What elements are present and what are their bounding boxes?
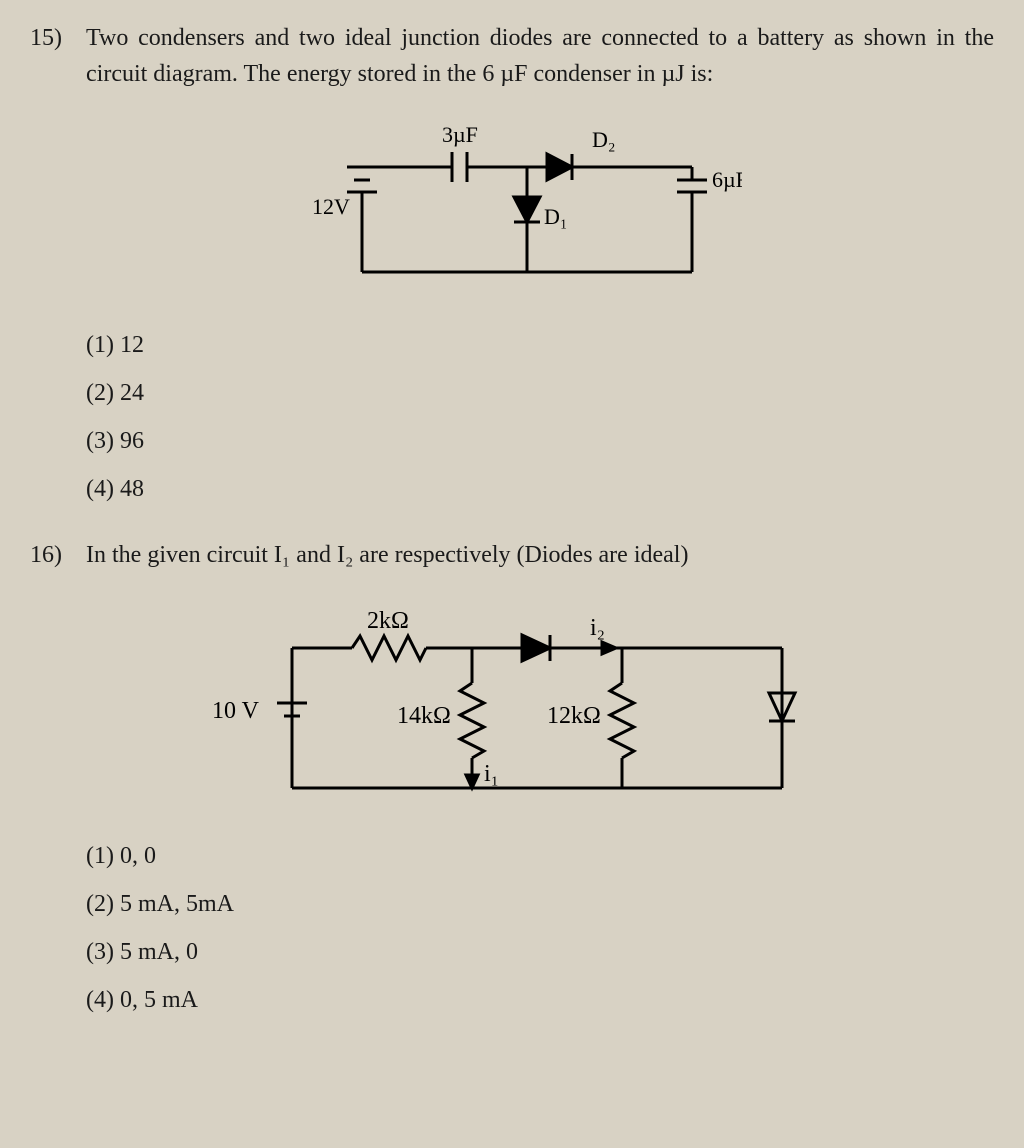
- d2-label: D₂: [592, 127, 616, 152]
- option-1: (1) 12: [86, 327, 994, 363]
- d1-label: D₁: [544, 204, 568, 229]
- option-4: (4) 48: [86, 471, 994, 507]
- question-header: 16) In the given circuit I₁ and I₂ are r…: [30, 537, 994, 573]
- option-1: (1) 0, 0: [86, 838, 994, 874]
- circuit-diagram-q15: 12V 3µF D₂ D₁ 6: [30, 112, 994, 312]
- r1-label: 2kΩ: [367, 608, 409, 634]
- question-text: Two condensers and two ideal junction di…: [86, 20, 994, 92]
- c2-label: 6µF: [712, 167, 742, 192]
- option-2: (2) 5 mA, 5mA: [86, 886, 994, 922]
- i2-label: i₂: [590, 615, 605, 641]
- question-number: 16): [30, 537, 78, 573]
- option-4: (4) 0, 5 mA: [86, 982, 994, 1018]
- question-text: In the given circuit I₁ and I₂ are respe…: [86, 537, 994, 573]
- option-3: (3) 96: [86, 423, 994, 459]
- question-header: 15) Two condensers and two ideal junctio…: [30, 20, 994, 92]
- circuit-svg-q15: 12V 3µF D₂ D₁ 6: [282, 112, 742, 312]
- i1-label: i₁: [484, 761, 499, 787]
- option-2: (2) 24: [86, 375, 994, 411]
- r2-label: 14kΩ: [397, 703, 451, 729]
- circuit-diagram-q16: 2kΩ 10 V 14kΩ i₁ i₂: [30, 593, 994, 823]
- r3-label: 12kΩ: [547, 703, 601, 729]
- battery-label-16: 10 V: [212, 698, 260, 724]
- option-3: (3) 5 mA, 0: [86, 934, 994, 970]
- question-number: 15): [30, 20, 78, 56]
- options-q15: (1) 12 (2) 24 (3) 96 (4) 48: [86, 327, 994, 507]
- options-q16: (1) 0, 0 (2) 5 mA, 5mA (3) 5 mA, 0 (4) 0…: [86, 838, 994, 1018]
- question-16: 16) In the given circuit I₁ and I₂ are r…: [30, 537, 994, 1018]
- circuit-svg-q16: 2kΩ 10 V 14kΩ i₁ i₂: [192, 593, 832, 823]
- battery-label: 12V: [312, 194, 350, 219]
- question-15: 15) Two condensers and two ideal junctio…: [30, 20, 994, 507]
- c1-label: 3µF: [442, 122, 478, 147]
